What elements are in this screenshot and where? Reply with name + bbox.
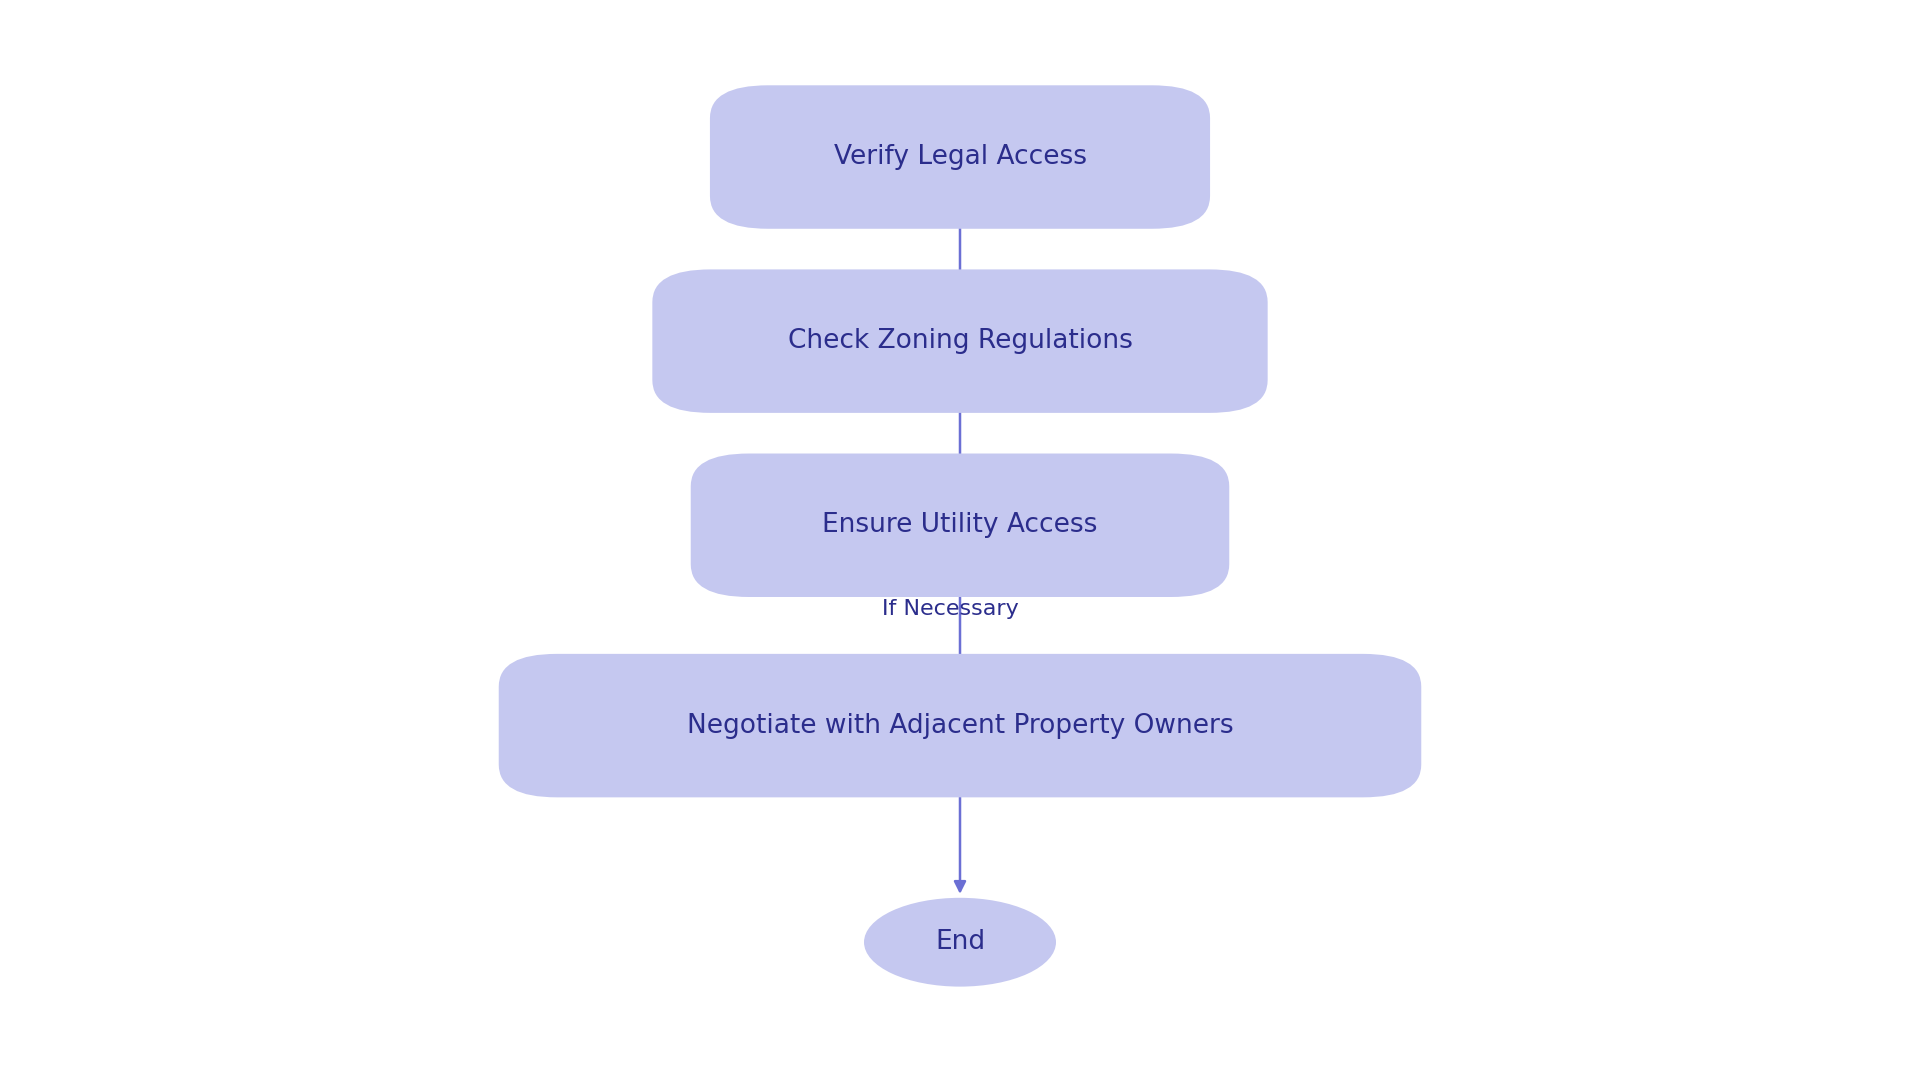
Text: Negotiate with Adjacent Property Owners: Negotiate with Adjacent Property Owners: [687, 713, 1233, 739]
Text: If Necessary: If Necessary: [881, 599, 1020, 619]
Ellipse shape: [864, 898, 1056, 987]
Text: Check Zoning Regulations: Check Zoning Regulations: [787, 328, 1133, 354]
FancyBboxPatch shape: [691, 454, 1229, 597]
FancyBboxPatch shape: [653, 270, 1267, 413]
Text: End: End: [935, 929, 985, 955]
Text: Verify Legal Access: Verify Legal Access: [833, 144, 1087, 170]
Text: Ensure Utility Access: Ensure Utility Access: [822, 512, 1098, 538]
FancyBboxPatch shape: [499, 654, 1421, 797]
FancyBboxPatch shape: [710, 86, 1210, 229]
